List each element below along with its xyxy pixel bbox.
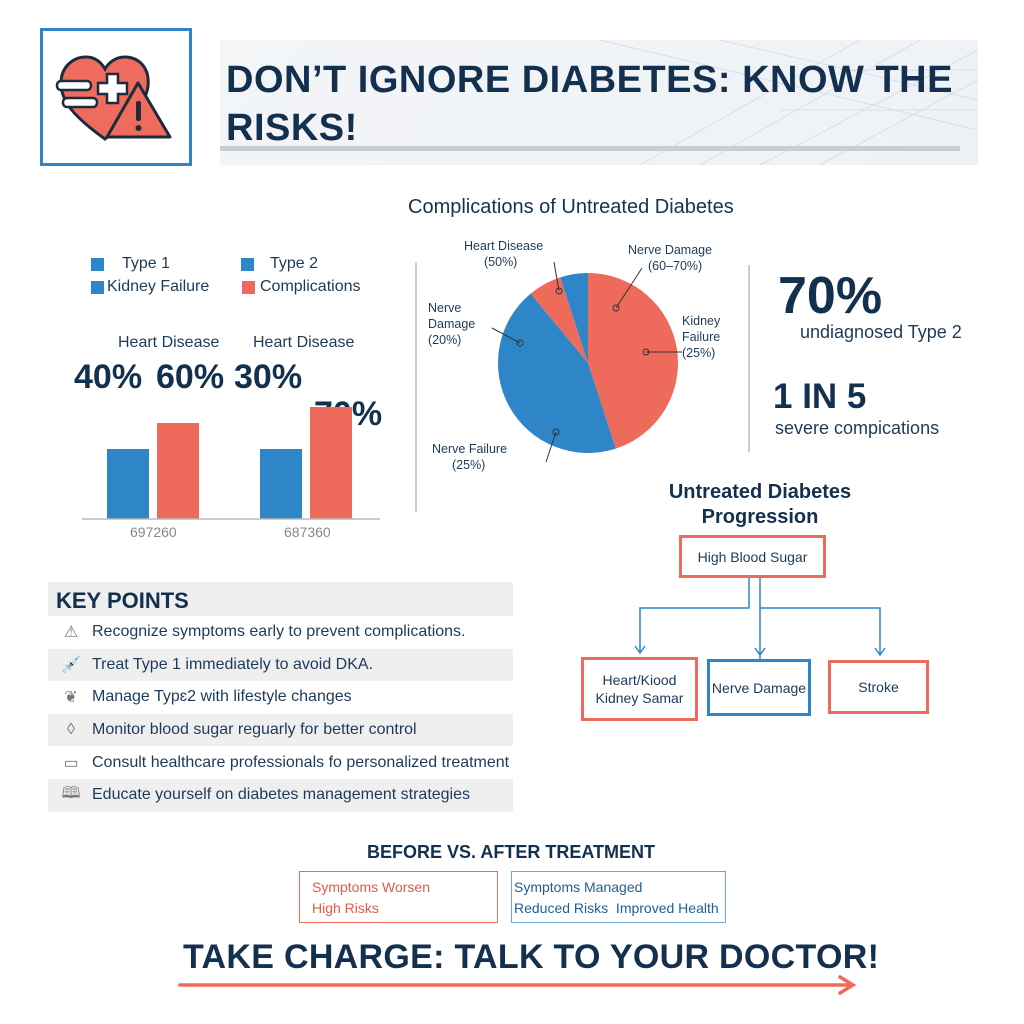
list-item: ▭ Consult healthcare professionals fo per… [48, 746, 513, 779]
progression-title: Untreated Diabetes Progression [668, 481, 852, 528]
pie-chart: Nerve Damage (60–70%) Kidney Failure (25%) Ne… [428, 239, 721, 472]
leader-dot [642, 348, 650, 356]
syringe-icon: 💉 [61, 656, 81, 674]
warning-icon: ⚠ [63, 624, 79, 642]
legend-label: Complications [260, 278, 361, 295]
bar [107, 449, 149, 519]
divider [415, 262, 417, 512]
key-points: KEY POINTS ⚠ Recognize symptoms early to … [48, 582, 513, 812]
legend-label: Kidney Failure [107, 278, 210, 295]
stat-value: 1 IN 5 [773, 377, 867, 416]
group-label: Heart Disease [118, 334, 220, 351]
stat-label: severe compications [775, 418, 940, 438]
list-item: ❦ Manage Typɛ2 with lifestyle changes [48, 681, 513, 714]
list-item: ◊ Monitor blood sugar reguarly for better… [48, 713, 513, 747]
list-item: 💉 Treat Type 1 immediately to avoid DKA. [48, 648, 513, 682]
drop-icon: ◊ [67, 721, 75, 739]
legend-label: Type 2 [270, 255, 319, 272]
flow-node: Nerve Damage [707, 659, 811, 716]
medical-bag-icon: ▭ [63, 754, 79, 772]
leader-dot [552, 428, 560, 436]
bar [310, 407, 352, 519]
legend-swatch [91, 281, 104, 294]
data-label: 60% [156, 358, 225, 396]
x-tick-label: 697260 [130, 524, 177, 540]
data-label: 40% [74, 358, 143, 396]
pie-title: Complications of Untreated Diabetes [408, 196, 734, 218]
before-box: Symptoms Worsen High Risks [299, 871, 498, 923]
logo [40, 28, 192, 166]
legend-swatch [241, 258, 254, 271]
stat-value: 70% [778, 267, 883, 325]
heart-medical-warning-icon [55, 55, 172, 141]
list-item: 🕮 Educate yourself on diabetes management… [48, 778, 513, 812]
flow-node: Heart/Kiood Kidney Samar [581, 657, 698, 721]
title-banner: DON’T IGNORE DIABETES: KNOW THE RISKS! [220, 40, 978, 165]
divider [748, 265, 750, 452]
pie-label: Nerve [428, 301, 461, 315]
bar-chart [82, 407, 380, 520]
pie-slice [530, 277, 588, 363]
legend-swatch [91, 258, 104, 271]
call-to-action: TAKE CHARGE: TALK TO YOUR DOCTOR! [183, 938, 880, 976]
pie-label: Failure [682, 330, 720, 344]
arrow-icon [178, 975, 857, 995]
pie-label: (60–70%) [648, 259, 702, 273]
flow-node-root: High Blood Sugar [679, 535, 826, 578]
stat-label: undiagnosed Type 2 [800, 322, 962, 342]
leader-line [491, 327, 521, 344]
data-label: 30% [234, 358, 303, 396]
list-item: ⚠ Recognize symptoms early to prevent com… [48, 616, 513, 649]
flow-arrows [634, 578, 886, 670]
pie-slice [560, 273, 588, 363]
pie-slice [588, 273, 678, 449]
pie-label: (20%) [428, 333, 461, 347]
bar [260, 449, 302, 519]
treatment-title: BEFORE VS. AFTER TREATMENT [367, 842, 655, 862]
leader-line [545, 431, 557, 463]
pie-label: (25%) [452, 458, 485, 472]
leader-dot [555, 287, 563, 295]
leader-line [615, 267, 643, 309]
pie-label: Damage [428, 317, 475, 331]
leader-line [553, 261, 560, 292]
pie-slice [498, 293, 616, 453]
pie-label: Heart Disease [464, 239, 543, 253]
legend-swatch [242, 281, 255, 294]
leaf-icon: ❦ [64, 689, 78, 707]
pie-label: (25%) [682, 346, 715, 360]
pie-label: Nerve Failure [432, 442, 507, 456]
bar [157, 423, 199, 519]
pie-label: Nerve Damage [628, 243, 712, 257]
flow-node: Stroke [828, 660, 929, 714]
book-icon: 🕮 [61, 784, 81, 802]
key-points-title: KEY POINTS [48, 582, 513, 616]
title-underline [220, 146, 960, 151]
legend-label: Type 1 [122, 255, 171, 272]
leader-dot [612, 304, 620, 312]
leader-dot [516, 339, 524, 347]
page-title: DON’T IGNORE DIABETES: KNOW THE RISKS! [226, 59, 953, 149]
group-label: Heart Disease [253, 334, 355, 351]
pie-label: Kidney [682, 314, 721, 328]
x-tick-label: 687360 [284, 524, 331, 540]
after-box: Symptoms Managed Reduced Risks Improved H… [511, 871, 726, 923]
pie-label: (50%) [484, 255, 517, 269]
